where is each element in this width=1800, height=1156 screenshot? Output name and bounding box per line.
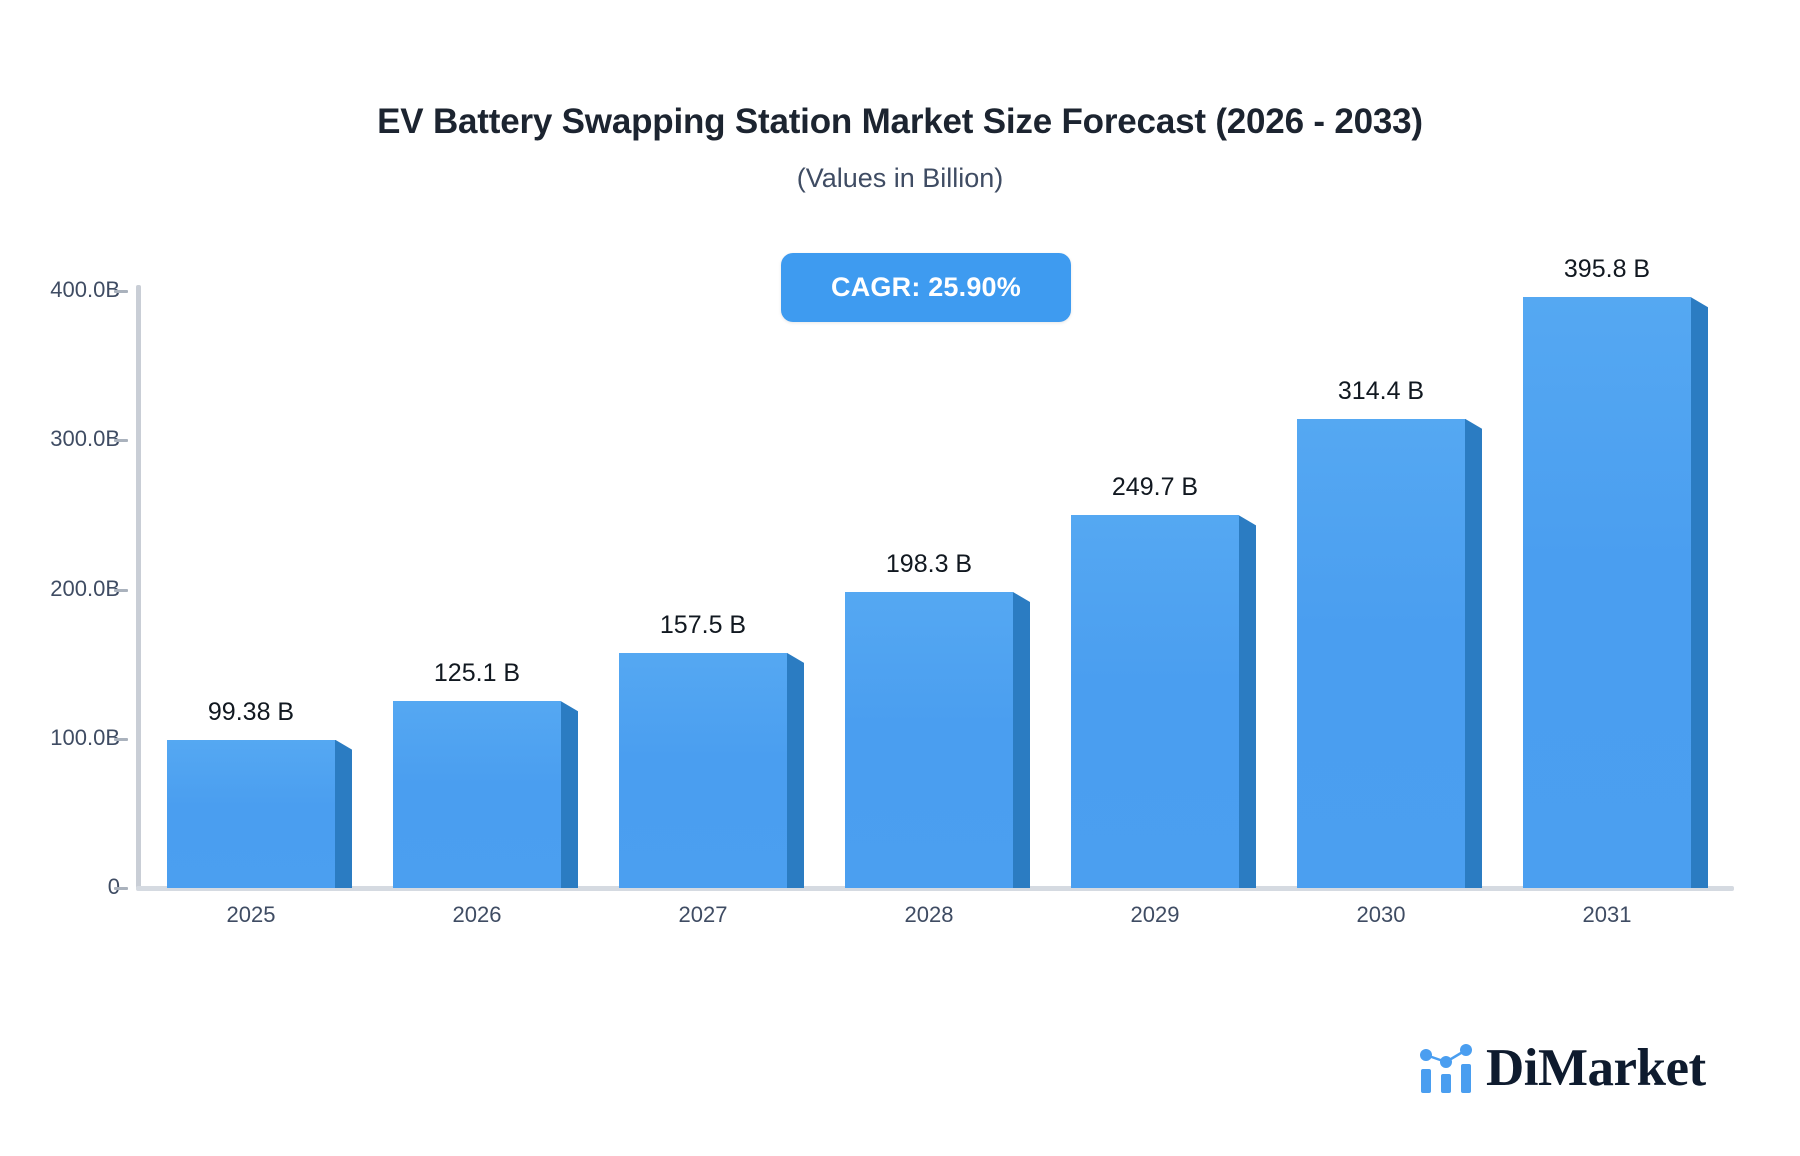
- cagr-badge-label: CAGR: 25.90%: [831, 272, 1021, 302]
- bar-side-face: [787, 652, 804, 888]
- bar[interactable]: [1071, 515, 1256, 888]
- bar-value-label: 198.3 B: [885, 550, 973, 579]
- y-axis-tick-mark: [114, 737, 128, 741]
- bar[interactable]: [393, 701, 578, 888]
- bar-value-label: 395.8 B: [1563, 255, 1651, 284]
- bar[interactable]: [845, 592, 1030, 888]
- bar-front-face: [1071, 515, 1239, 888]
- x-axis-tick-label: 2027: [678, 902, 728, 927]
- bar-front-face: [167, 739, 335, 888]
- bar-value-label: 99.38 B: [207, 697, 295, 726]
- x-axis-tick-label: 2029: [1130, 902, 1180, 927]
- y-axis-tick-mark: [114, 887, 128, 890]
- chart-title: EV Battery Swapping Station Market Size …: [377, 102, 1423, 141]
- bar[interactable]: [1523, 297, 1708, 888]
- y-axis-tick-label: 400.0B: [50, 277, 120, 302]
- bar-side-face: [1013, 592, 1030, 888]
- dimarket-logo: DiMarket: [1418, 1042, 1706, 1095]
- x-axis-tick-label: 2031: [1582, 902, 1632, 927]
- bar-front-face: [1523, 297, 1691, 888]
- bar-front-face: [1297, 418, 1465, 888]
- bar[interactable]: [167, 739, 352, 888]
- bar-side-face: [1239, 515, 1256, 888]
- bar-value-label: 125.1 B: [433, 659, 521, 688]
- x-axis-tick-label: 2025: [226, 902, 276, 927]
- y-axis-tick-label: 100.0B: [50, 724, 120, 750]
- x-axis-tick-label: 2026: [452, 902, 502, 927]
- y-axis-tick-mark: [114, 588, 128, 592]
- x-axis-tick-label: 2028: [904, 902, 954, 927]
- bar-side-face: [335, 739, 352, 888]
- x-axis-tick-label: 2030: [1356, 902, 1406, 927]
- bar-chart-logo-icon: [1420, 1043, 1472, 1093]
- bar-front-face: [845, 592, 1013, 888]
- x-axis-line: [136, 886, 1734, 891]
- bar-value-label: 157.5 B: [659, 610, 747, 639]
- bar[interactable]: [1297, 418, 1482, 888]
- y-axis-tick-label: 200.0B: [50, 575, 120, 601]
- bar-value-label: 314.4 B: [1337, 376, 1425, 405]
- cagr-badge: CAGR: 25.90%: [781, 253, 1071, 322]
- bar-front-face: [393, 701, 561, 888]
- bar-side-face: [561, 701, 578, 888]
- bar-front-face: [619, 652, 787, 888]
- logo-wordmark: DiMarket: [1486, 1039, 1706, 1097]
- y-axis-tick-mark: [114, 439, 128, 443]
- bar-value-label: 249.7 B: [1111, 473, 1199, 502]
- chart-subtitle: (Values in Billion): [796, 163, 1004, 193]
- bar[interactable]: [619, 652, 804, 888]
- y-axis-tick-label: 300.0B: [50, 426, 120, 452]
- plot-area: 0 100.0B 200.0B 300.0B 400.0B 99.38 B 125.1 B…: [10, 255, 1734, 927]
- y-axis-tick-mark: [114, 290, 128, 293]
- bar-side-face: [1691, 297, 1708, 888]
- bar-side-face: [1465, 418, 1482, 888]
- y-axis-tick-label: 0: [10, 874, 120, 900]
- y-axis-line: [136, 285, 141, 889]
